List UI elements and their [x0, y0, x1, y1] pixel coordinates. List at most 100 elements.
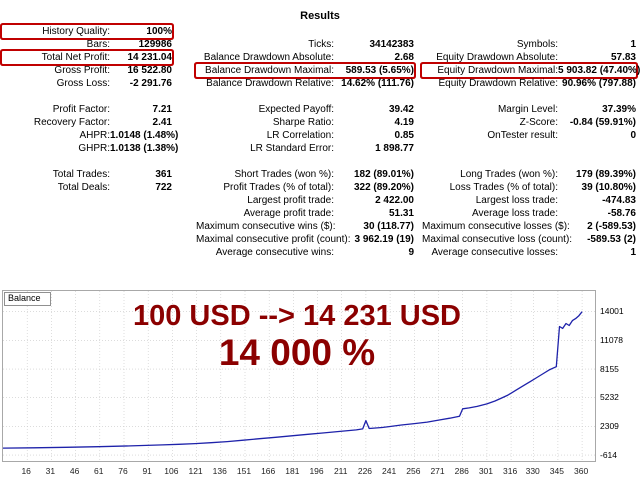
stat-empty — [2, 246, 172, 259]
stats-row: GHPR: 1.0138 (1.38%) LR Standard Error: 1 8… — [0, 142, 640, 155]
stat-label: Equity Drawdown Relative: — [438, 78, 559, 89]
balance-line-chart — [3, 291, 595, 461]
stat-z-score: Z-Score: -0.84 (59.91%) — [422, 116, 636, 129]
stat-label: Total Net Profit: — [41, 52, 110, 63]
stat-largest-loss-trade: Largest loss trade: -474.83 — [422, 194, 636, 207]
stat-value: 90.96% (797.88) — [562, 78, 636, 89]
stat-label: Profit Trades (% of total): — [223, 182, 334, 193]
stat-value: 9 — [408, 247, 414, 258]
stat-empty — [2, 233, 172, 246]
stat-label: Long Trades (won %): — [460, 169, 558, 180]
stat-label: Loss Trades (% of total): — [449, 182, 558, 193]
stat-empty — [196, 25, 414, 38]
stat-balance-drawdown-absolute: Balance Drawdown Absolute: 2.68 — [196, 51, 414, 64]
stat-empty — [2, 207, 172, 220]
balance-chart-plot[interactable] — [2, 290, 596, 462]
x-tick-label: 196 — [309, 466, 324, 476]
stat-value: 361 — [155, 169, 172, 180]
stat-value: 39.42 — [388, 104, 414, 115]
stat-label: Balance Drawdown Absolute: — [203, 52, 334, 63]
stat-average-loss-trade: Average loss trade: -58.76 — [422, 207, 636, 220]
stat-value: 722 — [155, 182, 172, 193]
stat-gross-profit: Gross Profit: 16 522.80 — [2, 64, 172, 77]
stat-profit-factor: Profit Factor: 7.21 — [2, 103, 172, 116]
stat-label: Maximal consecutive loss (count): — [422, 234, 573, 245]
stat-expected-payoff: Expected Payoff: 39.42 — [196, 103, 414, 116]
x-tick-label: 301 — [478, 466, 494, 476]
stat-value: 16 522.80 — [127, 65, 173, 76]
stat-empty — [2, 220, 172, 233]
stat-value: 589.53 (5.65%) — [345, 65, 414, 76]
x-tick-label: 151 — [236, 466, 252, 476]
stat-total-deals: Total Deals: 722 — [2, 181, 172, 194]
stat-value: 1.0138 (1.38%) — [110, 143, 179, 154]
stat-value: 30 (118.77) — [363, 221, 414, 232]
stat-bars: Bars: 129986 — [2, 38, 172, 51]
stat-value: 1 898.77 — [375, 143, 414, 154]
stat-label: OnTester result: — [487, 130, 558, 141]
stat-gross-loss: Gross Loss: -2 291.76 — [2, 77, 172, 90]
x-tick-label: 345 — [549, 466, 564, 476]
y-axis-labels: 14001 11078 8155 5232 2309 -614 — [600, 290, 640, 462]
stat-balance-drawdown-maximal: Balance Drawdown Maximal: 589.53 (5.65%) — [196, 64, 414, 77]
stat-loss-trades-of-total: Loss Trades (% of total): 39 (10.80%) — [422, 181, 636, 194]
x-tick-label: 106 — [164, 466, 179, 476]
x-tick-label: 46 — [69, 466, 80, 476]
x-tick-label: 181 — [285, 466, 300, 476]
stats-row: Total Trades: 361 Short Trades (won %): 182… — [0, 168, 640, 181]
stats-row: Average profit trade: 51.31 Average loss t… — [0, 207, 640, 220]
stat-value: 1 — [630, 247, 636, 258]
stat-sharpe-ratio: Sharpe Ratio: 4.19 — [196, 116, 414, 129]
stat-value: -0.84 (59.91%) — [569, 117, 636, 128]
stat-value: 34142383 — [369, 39, 415, 50]
stat-value: 4.19 — [394, 117, 414, 128]
x-tick-label: 91 — [142, 466, 152, 476]
y-tick-label: -614 — [600, 449, 618, 460]
stat-recovery-factor: Recovery Factor: 2.41 — [2, 116, 172, 129]
stat-equity-drawdown-absolute: Equity Drawdown Absolute: 57.83 — [422, 51, 636, 64]
stat-value: 37.39% — [602, 104, 636, 115]
stat-balance-drawdown-relative: Balance Drawdown Relative: 14.62% (111.76… — [196, 77, 414, 90]
stat-value: 39 (10.80%) — [581, 182, 636, 193]
stat-label: Total Trades: — [52, 169, 110, 180]
stat-ahpr: AHPR: 1.0148 (1.48%) — [2, 129, 178, 142]
stat-label: LR Standard Error: — [250, 143, 334, 154]
y-tick-label: 11078 — [600, 334, 624, 345]
stats-row: History Quality: 100% — [0, 25, 640, 38]
x-tick-label: 360 — [574, 466, 589, 476]
stat-label: Z-Score: — [519, 117, 558, 128]
stat-label: Balance Drawdown Maximal: — [205, 65, 334, 76]
stat-ghpr: GHPR: 1.0138 (1.38%) — [2, 142, 179, 155]
stat-label: Total Deals: — [57, 182, 110, 193]
stat-largest-profit-trade: Largest profit trade: 2 422.00 — [196, 194, 414, 207]
stats-row: Recovery Factor: 2.41 Sharpe Ratio: 4.19 Z-S… — [0, 116, 640, 129]
stats-row: AHPR: 1.0148 (1.48%) LR Correlation: 0.85 On… — [0, 129, 640, 142]
stat-label: Bars: — [86, 39, 110, 50]
stat-label: Largest profit trade: — [247, 195, 334, 206]
stat-average-consecutive-wins: Average consecutive wins: 9 — [196, 246, 414, 259]
balance-legend-chip: Balance — [4, 292, 51, 306]
stat-empty — [422, 25, 636, 38]
x-tick-label: 271 — [430, 466, 445, 476]
stat-value: 182 (89.01%) — [353, 169, 414, 180]
stat-label: History Quality: — [42, 26, 110, 37]
stat-value: 57.83 — [610, 52, 636, 63]
stat-equity-drawdown-relative: Equity Drawdown Relative: 90.96% (797.88) — [422, 77, 637, 90]
stat-label: Average loss trade: — [472, 208, 558, 219]
stat-value: 2 (-589.53) — [587, 221, 636, 232]
stat-label: Equity Drawdown Absolute: — [436, 52, 558, 63]
stats-table: History Quality: 100% Bars: 129986 Ticks: 341… — [0, 25, 640, 259]
stat-average-profit-trade: Average profit trade: 51.31 — [196, 207, 414, 220]
stat-label: Expected Payoff: — [258, 104, 334, 115]
stat-value: 2.68 — [394, 52, 414, 63]
x-tick-label: 121 — [188, 466, 203, 476]
balance-chart-section: Balance 14001 11078 8155 5232 2309 -614 16 31 4… — [0, 288, 640, 480]
stat-label: Equity Drawdown Maximal: — [437, 65, 558, 76]
stat-label: Largest loss trade: — [475, 195, 558, 206]
stat-maximal-consecutive-loss-count: Maximal consecutive loss (count): -589.53… — [422, 233, 636, 246]
stat-total-net-profit: Total Net Profit: 14 231.04 — [2, 51, 172, 64]
x-tick-label: 330 — [525, 466, 540, 476]
stat-equity-drawdown-maximal: Equity Drawdown Maximal: 5 903.82 (47.40%… — [422, 64, 640, 77]
stat-value: 179 (89.39%) — [575, 169, 636, 180]
y-tick-label: 5232 — [600, 392, 619, 403]
